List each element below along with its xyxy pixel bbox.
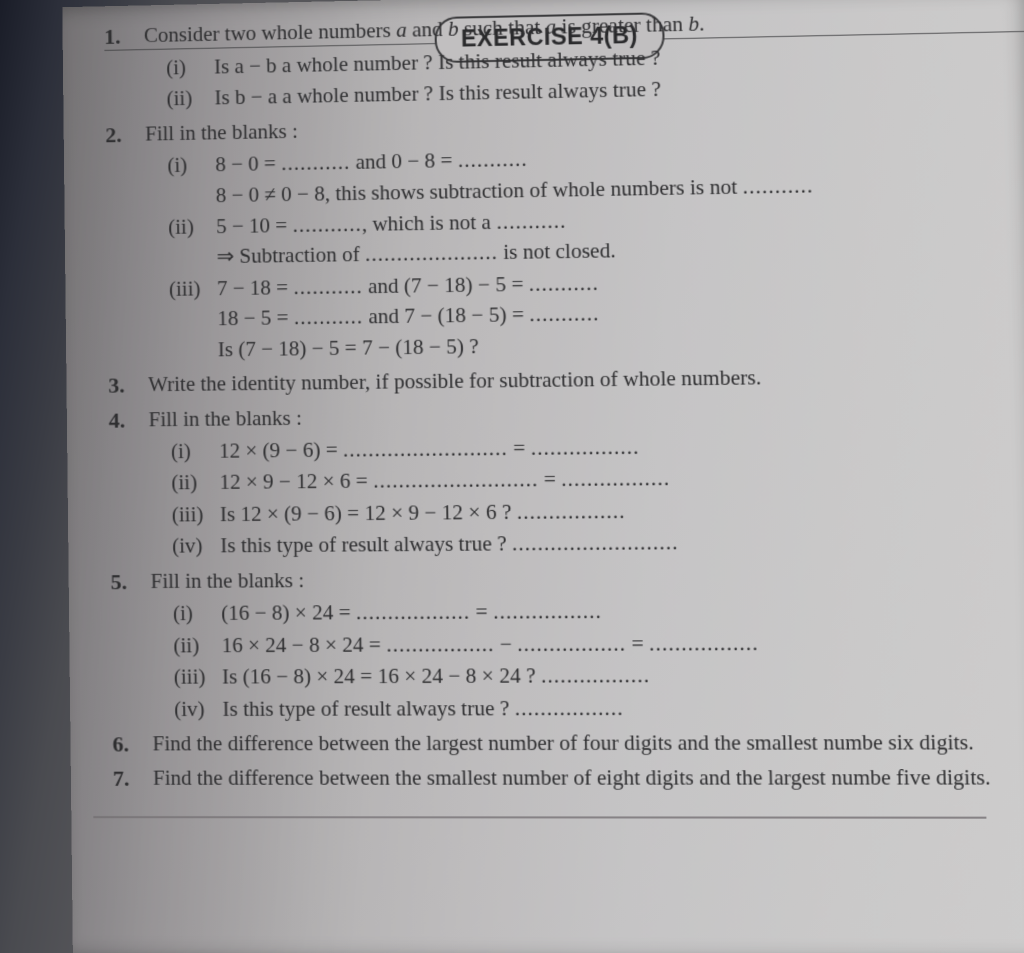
q3-stem: Write the identity number, if possible f… (148, 365, 761, 396)
q5-ii: (ii) 16 × 24 − 8 × 24 = ................… (173, 626, 1024, 661)
question-7: 7. Find the difference between the small… (113, 762, 1024, 794)
q4-stem: Fill in the blanks : (148, 405, 302, 431)
question-4: 4. Fill in the blanks : (i) 12 × (9 − 6)… (109, 394, 1024, 562)
question-5: 5. Fill in the blanks : (i) (16 − 8) × 2… (110, 560, 1024, 724)
q4-subparts: (i) 12 × (9 − 6) = .....................… (171, 428, 1024, 562)
q2-ii: (ii) 5 − 10 = ..........., which is not … (168, 198, 1024, 273)
q5-number: 5. (110, 566, 127, 598)
q6-stem: Find the difference between the largest … (152, 730, 974, 756)
q2-subparts: (i) 8 − 0 = ........... and 0 − 8 = ....… (167, 135, 1024, 365)
q1-subparts: (i)Is a − b a whole number ? Is this res… (166, 35, 1024, 114)
q2-stem: Fill in the blanks : (145, 118, 298, 145)
q5-stem: Fill in the blanks : (150, 568, 304, 593)
question-list: 1. Consider two whole numbers a and b su… (104, 2, 1024, 794)
textbook-page: EXERCISE 4(B) 1. Consider two whole numb… (62, 0, 1024, 953)
q3-number: 3. (108, 370, 125, 402)
q5-iii: (iii) Is (16 − 8) × 24 = 16 × 24 − 8 × 2… (174, 658, 1024, 692)
q2-iii: (iii) 7 − 18 = ........... and (7 − 18) … (169, 261, 1024, 365)
q7-number: 7. (113, 763, 130, 795)
question-6: 6. Find the difference between the large… (112, 727, 1024, 759)
q4-iv: (iv) Is this type of result always true … (172, 525, 1024, 562)
q5-iv: (iv) Is this type of result always true … (174, 691, 1024, 724)
question-3: 3. Write the identity number, if possibl… (108, 359, 1024, 400)
q2-number: 2. (105, 119, 122, 151)
q5-subparts: (i) (16 − 8) × 24 = .................. =… (173, 594, 1024, 725)
q4-number: 4. (109, 404, 126, 436)
q6-number: 6. (112, 728, 129, 760)
q1-number: 1. (104, 21, 121, 53)
question-1: 1. Consider two whole numbers a and b su… (104, 2, 1024, 115)
q7-stem: Find the difference between the smallest… (153, 765, 991, 790)
q4-iii: (iii) Is 12 × (9 − 6) = 12 × 9 − 12 × 6 … (172, 492, 1024, 530)
q5-i: (i) (16 − 8) × 24 = .................. =… (173, 594, 1024, 629)
question-2: 2. Fill in the blanks : (i) 8 − 0 = ....… (105, 102, 1024, 366)
bottom-rule (93, 816, 986, 819)
